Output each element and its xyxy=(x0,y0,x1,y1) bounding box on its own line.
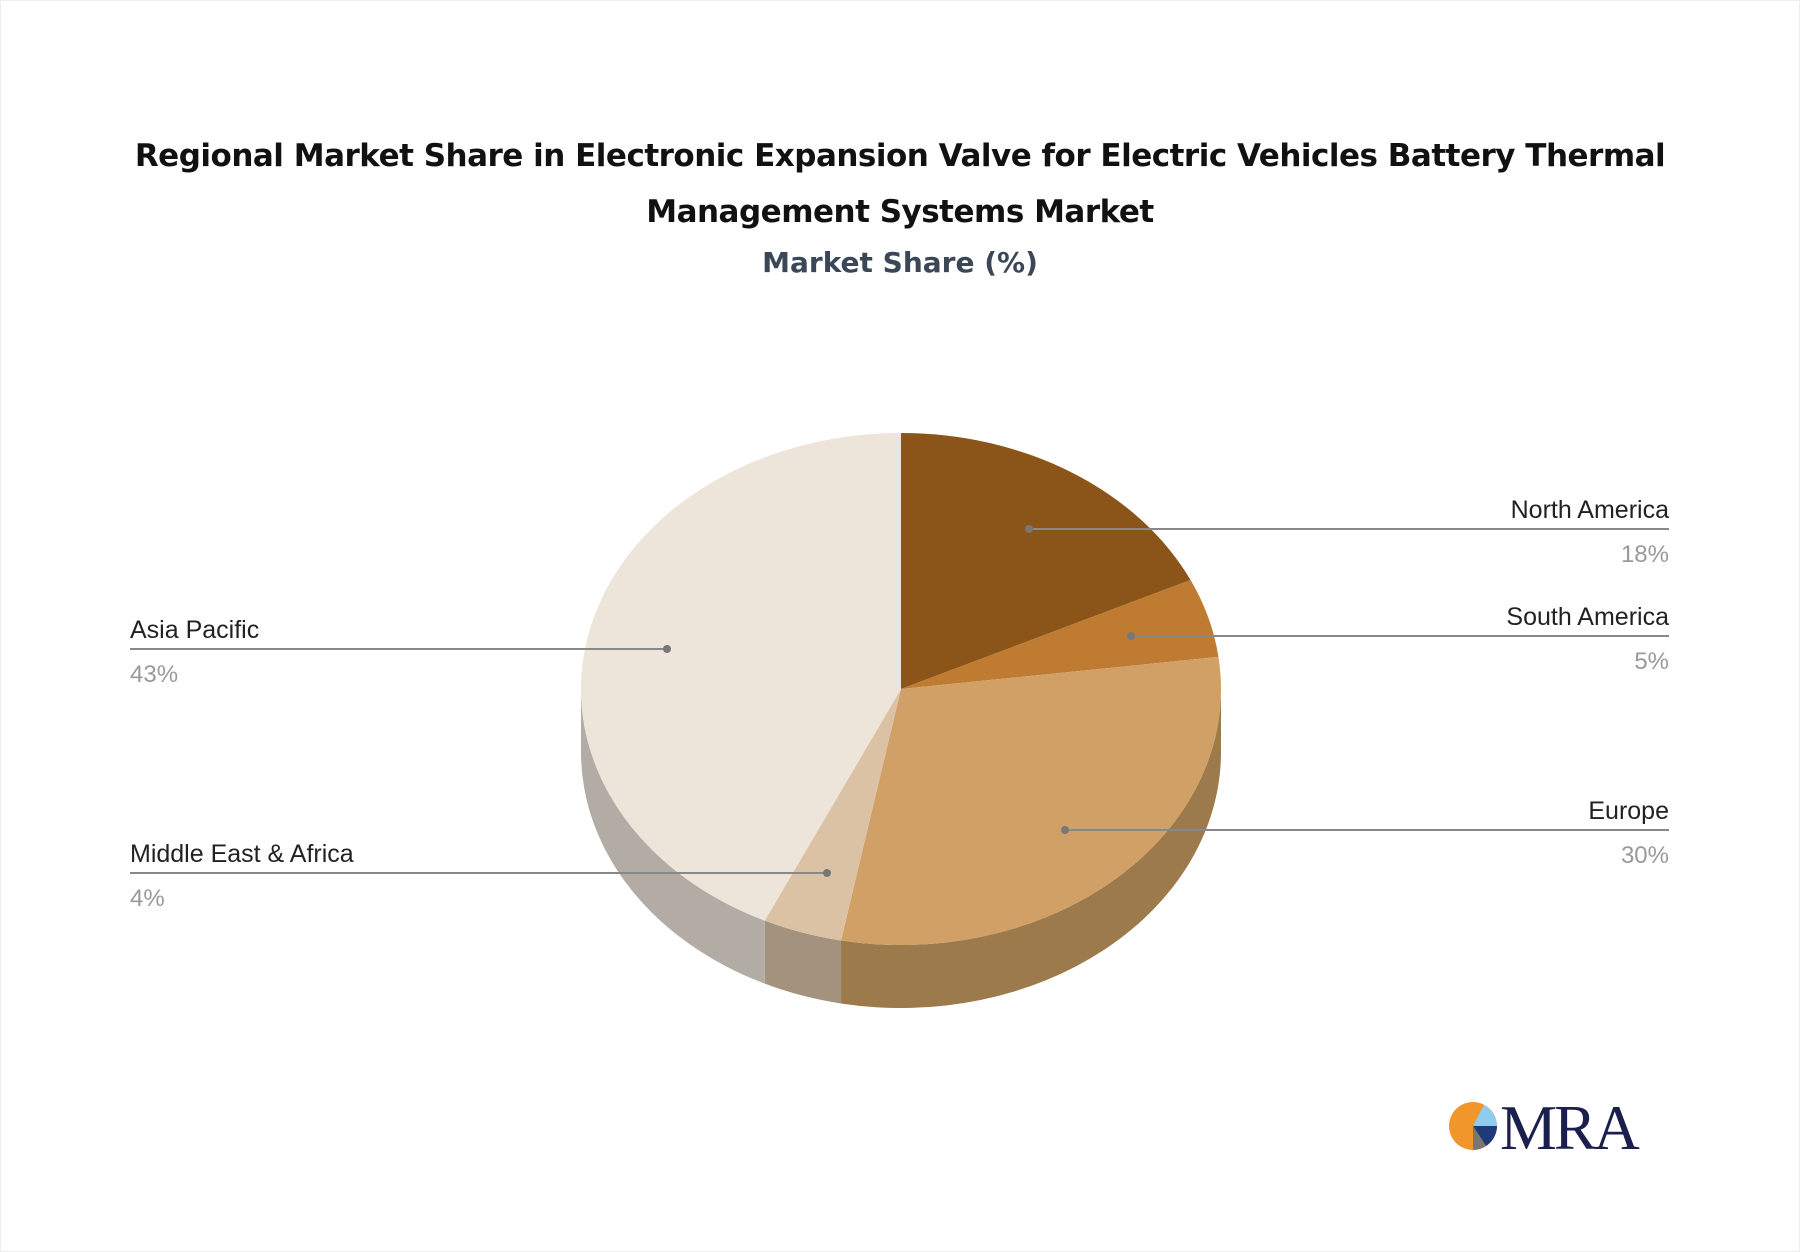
chart-subtitle: Market Share (%) xyxy=(762,246,1038,279)
pie-slice-asia-pacific[interactable] xyxy=(581,433,901,921)
logo-navy-segment xyxy=(1473,1126,1497,1146)
pie-slice-europe[interactable] xyxy=(841,656,1221,945)
slice-label: South America xyxy=(1506,603,1669,631)
pie-slice-north-america[interactable] xyxy=(901,433,1191,689)
slice-label: Middle East & Africa xyxy=(130,840,354,868)
mra-logo: MRA xyxy=(1449,1092,1643,1163)
slice-value: 30% xyxy=(1621,842,1669,869)
leader-dot xyxy=(823,869,831,877)
leader-dot xyxy=(663,645,671,653)
pie-side-4 xyxy=(581,689,765,984)
pie-slice-south-america[interactable] xyxy=(901,580,1219,689)
slice-label: Europe xyxy=(1588,797,1669,825)
leader-dot xyxy=(1127,632,1135,640)
chart-title: Regional Market Share in Electronic Expa… xyxy=(134,138,1666,230)
slice-value: 18% xyxy=(1621,541,1669,568)
logo-blue-segment xyxy=(1473,1105,1497,1126)
pie-side-2 xyxy=(841,689,1221,1008)
pie-slice-middle-east-africa[interactable] xyxy=(764,689,901,941)
pie-side-3 xyxy=(764,920,842,1004)
logo-text: MRA xyxy=(1500,1092,1640,1163)
slice-value: 43% xyxy=(130,661,178,688)
slice-value: 5% xyxy=(1634,648,1669,675)
logo-grey-segment xyxy=(1473,1126,1486,1150)
slice-label: North America xyxy=(1511,496,1669,524)
slice-label: Asia Pacific xyxy=(130,616,259,644)
slice-value: 4% xyxy=(130,885,165,912)
leader-dot xyxy=(1025,525,1033,533)
leader-dot xyxy=(1061,826,1069,834)
